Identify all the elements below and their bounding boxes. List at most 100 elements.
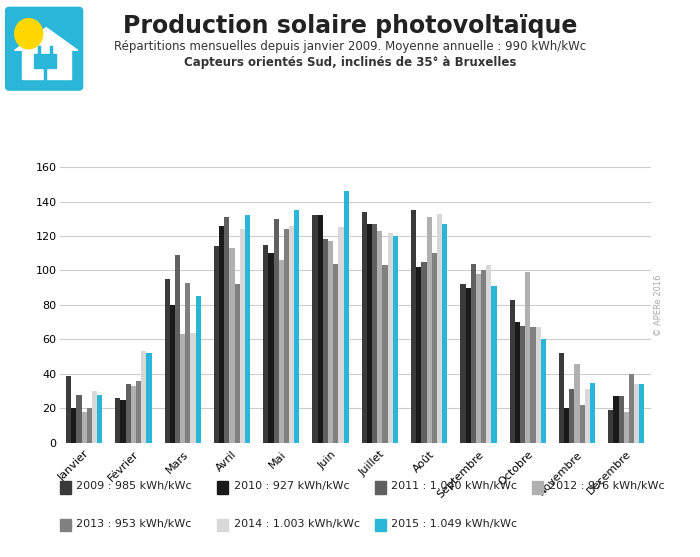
Bar [338,227,344,443]
Bar [525,272,531,443]
Bar [170,305,175,443]
Bar [196,296,201,443]
Bar [619,396,624,443]
Bar [624,412,629,443]
Bar [634,384,639,443]
Bar [510,300,514,443]
Bar [367,224,372,443]
Bar [214,246,219,443]
Bar [289,226,294,443]
Bar [564,408,569,443]
Bar [580,405,584,443]
Text: 2015 : 1.049 kWh/kWc: 2015 : 1.049 kWh/kWc [391,519,517,529]
Bar [186,282,190,443]
Bar [71,408,76,443]
Bar [584,389,590,443]
Bar [608,410,613,443]
Bar [146,353,152,443]
Bar [377,231,382,443]
Bar [268,253,274,443]
Bar [481,271,486,443]
Bar [126,384,131,443]
Text: Production solaire photovoltaïque: Production solaire photovoltaïque [122,14,577,38]
Bar [536,328,540,443]
Bar [540,339,546,443]
Text: Répartitions mensuelles depuis janvier 2009. Moyenne annuelle : 990 kWh/kWc: Répartitions mensuelles depuis janvier 2… [114,40,586,53]
Bar [514,322,520,443]
Text: Capteurs orientés Sud, inclinés de 35° à Bruxelles: Capteurs orientés Sud, inclinés de 35° à… [184,56,516,69]
Bar [66,375,71,443]
Bar [411,210,416,443]
Bar [629,374,634,443]
Bar [470,263,476,443]
Bar [82,412,87,443]
Bar [92,391,97,443]
Bar [263,245,268,443]
Bar [382,265,388,443]
Bar [590,383,595,443]
Text: 2013 : 953 kWh/kWc: 2013 : 953 kWh/kWc [76,519,192,529]
Bar [120,400,126,443]
Bar [230,248,235,443]
Bar [141,351,146,443]
Bar [393,236,398,443]
Bar [97,394,102,443]
Bar [180,334,186,443]
Bar [224,217,230,443]
Bar [575,364,580,443]
Bar [486,265,491,443]
FancyBboxPatch shape [6,7,83,90]
Bar [131,386,136,443]
Bar [284,229,289,443]
Bar [234,284,240,443]
Circle shape [15,18,43,48]
Text: 2009 : 985 kWh/kWc: 2009 : 985 kWh/kWc [76,481,192,491]
Bar [318,216,323,443]
Bar [416,267,421,443]
Text: 2011 : 1.040 kWh/kWc: 2011 : 1.040 kWh/kWc [391,481,517,491]
Bar [362,212,367,443]
Text: 2010 : 927 kWh/kWc: 2010 : 927 kWh/kWc [234,481,349,491]
Bar [279,260,284,443]
Bar [219,226,224,443]
Bar [559,353,564,443]
Text: © APERe 2016: © APERe 2016 [654,274,663,336]
Bar [372,224,377,443]
Bar [240,229,245,443]
Bar [421,262,426,443]
Bar [569,389,575,443]
Bar [466,288,470,443]
Bar [274,219,279,443]
Bar [388,233,393,443]
Bar [136,381,141,443]
Polygon shape [15,28,78,50]
Bar [344,191,349,443]
Bar [491,286,496,443]
Text: 2014 : 1.003 kWh/kWc: 2014 : 1.003 kWh/kWc [234,519,360,529]
Bar [442,224,447,443]
Bar [294,210,300,443]
Bar [437,214,442,443]
Bar [461,284,466,443]
Bar [175,255,180,443]
Bar [34,54,56,67]
Bar [432,253,437,443]
Bar [323,240,328,443]
Bar [531,328,536,443]
Bar [613,396,619,443]
Bar [312,216,318,443]
Text: 2012 : 976 kWh/kWc: 2012 : 976 kWh/kWc [549,481,664,491]
Bar [333,263,338,443]
Bar [116,398,120,443]
Bar [476,274,481,443]
Bar [76,394,82,443]
Bar [87,408,92,443]
Bar [164,279,170,443]
Bar [426,217,432,443]
Polygon shape [22,50,71,79]
Bar [245,216,250,443]
Bar [190,333,196,443]
Bar [520,326,525,443]
Bar [328,241,333,443]
Bar [639,384,645,443]
